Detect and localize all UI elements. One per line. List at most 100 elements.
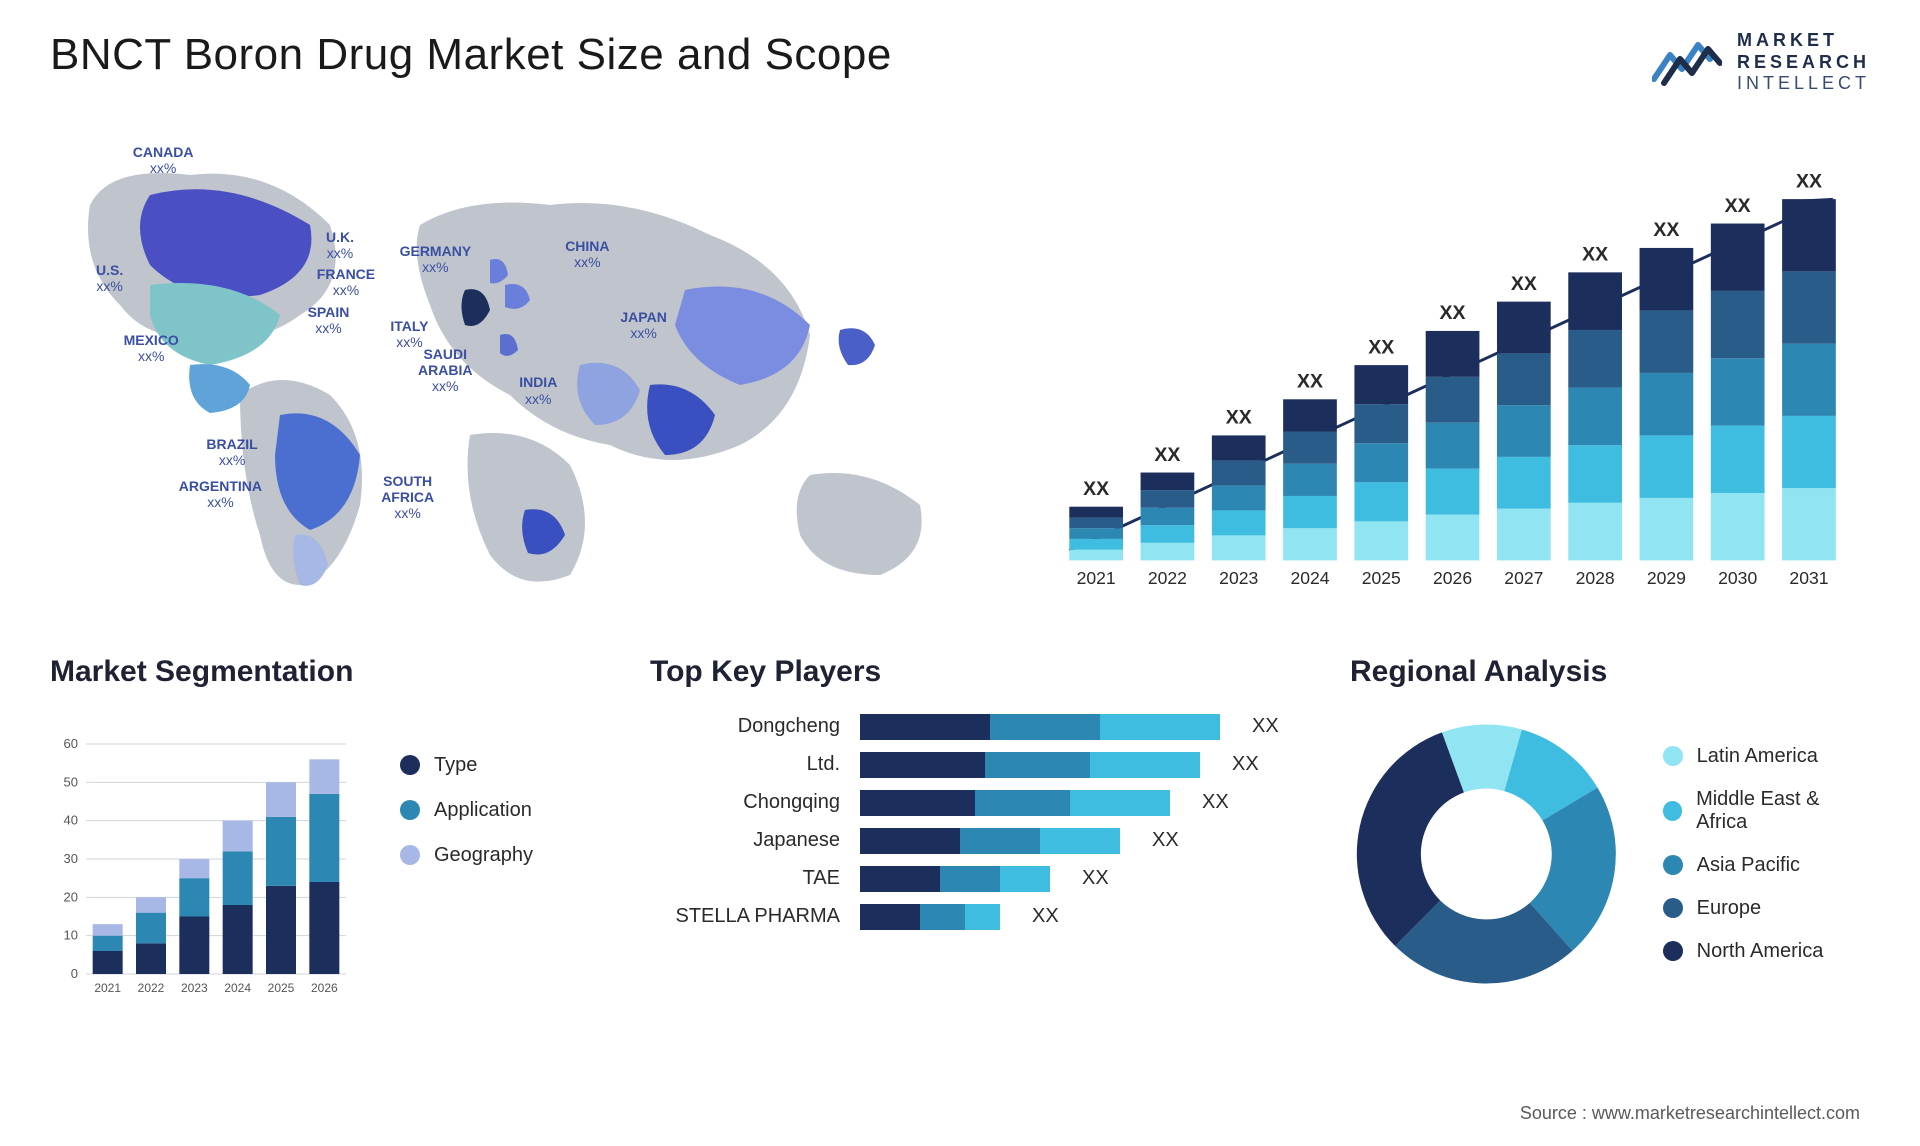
- forecast-bar-segment: [1426, 468, 1480, 514]
- svg-text:50: 50: [64, 774, 78, 789]
- segmentation-bar-segment: [266, 817, 296, 886]
- player-value: XX: [1252, 715, 1279, 738]
- map-country-label: CHINAxx%: [565, 238, 609, 270]
- player-bar-segment: [860, 790, 975, 816]
- player-row: JapaneseXX: [650, 828, 1290, 854]
- forecast-bar-segment: [1497, 457, 1551, 509]
- player-value: XX: [1032, 905, 1059, 928]
- svg-text:2024: 2024: [224, 981, 251, 995]
- map-country-label: GERMANYxx%: [400, 243, 472, 275]
- map-country-label: ARGENTINAxx%: [179, 478, 262, 510]
- player-bar-segment: [1070, 790, 1170, 816]
- forecast-bar-segment: [1426, 423, 1480, 469]
- map-country-label: CANADAxx%: [133, 144, 194, 176]
- regional-title: Regional Analysis: [1350, 655, 1870, 689]
- forecast-bar-segment: [1212, 535, 1266, 560]
- forecast-bar-segment: [1069, 549, 1123, 560]
- map-country-label: SAUDIARABIAxx%: [418, 346, 472, 394]
- forecast-bar-value: XX: [1154, 444, 1180, 466]
- player-name: Chongqing: [650, 791, 840, 814]
- player-bar-segment: [1040, 828, 1120, 854]
- page-title: BNCT Boron Drug Market Size and Scope: [50, 30, 892, 80]
- player-bar-segment: [960, 828, 1040, 854]
- logo-line2: RESEARCH: [1737, 52, 1870, 74]
- segmentation-bar-segment: [136, 897, 166, 912]
- segmentation-bar-segment: [93, 935, 123, 950]
- forecast-bar-segment: [1711, 493, 1765, 560]
- forecast-bar-segment: [1711, 425, 1765, 492]
- player-bar: [860, 790, 1170, 816]
- brand-logo: MARKET RESEARCH INTELLECT: [1652, 30, 1870, 95]
- regional-legend-item: Europe: [1663, 897, 1870, 920]
- forecast-bar-segment: [1069, 517, 1123, 528]
- logo-line1: MARKET: [1737, 30, 1870, 52]
- forecast-bar-value: XX: [1083, 478, 1109, 500]
- segmentation-bar-segment: [179, 878, 209, 916]
- map-country-label: SOUTHAFRICAxx%: [381, 473, 434, 521]
- logo-icon: [1652, 37, 1722, 87]
- map-country-label: SPAINxx%: [308, 304, 350, 336]
- regional-legend-item: Latin America: [1663, 745, 1870, 768]
- segmentation-bar-segment: [93, 924, 123, 936]
- segmentation-bar-segment: [223, 851, 253, 905]
- forecast-bar-year: 2028: [1576, 568, 1615, 588]
- forecast-bar-segment: [1141, 507, 1195, 525]
- segmentation-bar-segment: [179, 916, 209, 974]
- segmentation-bar-segment: [309, 794, 339, 882]
- logo-line3: INTELLECT: [1737, 73, 1870, 95]
- forecast-bar-segment: [1640, 373, 1694, 435]
- player-bar-segment: [990, 714, 1100, 740]
- forecast-bar-segment: [1782, 199, 1836, 271]
- forecast-bar-year: 2024: [1290, 568, 1329, 588]
- player-row: TAEXX: [650, 866, 1290, 892]
- forecast-bar-value: XX: [1297, 370, 1323, 392]
- forecast-bar-year: 2022: [1148, 568, 1187, 588]
- svg-text:30: 30: [64, 851, 78, 866]
- players-title: Top Key Players: [650, 655, 1290, 689]
- forecast-bar-segment: [1212, 485, 1266, 510]
- player-row: STELLA PHARMA XX: [650, 904, 1290, 930]
- segmentation-title: Market Segmentation: [50, 655, 590, 689]
- player-row: ChongqingXX: [650, 790, 1290, 816]
- map-country-label: FRANCExx%: [317, 266, 375, 298]
- player-bar-segment: [860, 714, 990, 740]
- segmentation-bar-segment: [136, 912, 166, 943]
- forecast-bar-year: 2023: [1219, 568, 1258, 588]
- player-name: Ltd.: [650, 753, 840, 776]
- forecast-bar-segment: [1640, 498, 1694, 560]
- player-name: Dongcheng: [650, 715, 840, 738]
- segmentation-chart: 0102030405060202120222023202420252026: [50, 714, 360, 1004]
- svg-text:10: 10: [64, 927, 78, 942]
- forecast-bar-value: XX: [1226, 406, 1252, 428]
- source-attribution: Source : www.marketresearchintellect.com: [1520, 1103, 1860, 1124]
- forecast-bar-segment: [1426, 331, 1480, 377]
- forecast-bar-segment: [1354, 365, 1408, 404]
- forecast-bar-segment: [1426, 514, 1480, 560]
- svg-text:2021: 2021: [94, 981, 121, 995]
- player-name: STELLA PHARMA: [650, 905, 840, 928]
- forecast-bar-segment: [1497, 301, 1551, 353]
- segmentation-bar-segment: [266, 886, 296, 974]
- forecast-bar-segment: [1283, 496, 1337, 528]
- player-name: TAE: [650, 867, 840, 890]
- map-country-label: U.S.xx%: [96, 262, 123, 294]
- forecast-bar-segment: [1069, 506, 1123, 517]
- forecast-bar-value: XX: [1796, 170, 1822, 192]
- segmentation-panel: Market Segmentation 01020304050602021202…: [50, 655, 590, 1004]
- player-bar: [860, 714, 1220, 740]
- player-bar-segment: [860, 752, 985, 778]
- map-country-label: BRAZILxx%: [206, 436, 257, 468]
- forecast-bar-segment: [1497, 405, 1551, 457]
- regional-panel: Regional Analysis Latin AmericaMiddle Ea…: [1350, 655, 1870, 1004]
- svg-text:2026: 2026: [311, 981, 338, 995]
- segmentation-bar-segment: [266, 782, 296, 817]
- regional-legend-item: Asia Pacific: [1663, 854, 1870, 877]
- player-bar-segment: [965, 904, 1000, 930]
- segmentation-bar-segment: [93, 951, 123, 974]
- segmentation-bar-segment: [223, 820, 253, 851]
- segmentation-bar-segment: [136, 943, 166, 974]
- segmentation-bar-segment: [309, 759, 339, 794]
- player-bar-segment: [860, 866, 940, 892]
- forecast-bar-segment: [1782, 416, 1836, 488]
- forecast-bar-segment: [1711, 223, 1765, 290]
